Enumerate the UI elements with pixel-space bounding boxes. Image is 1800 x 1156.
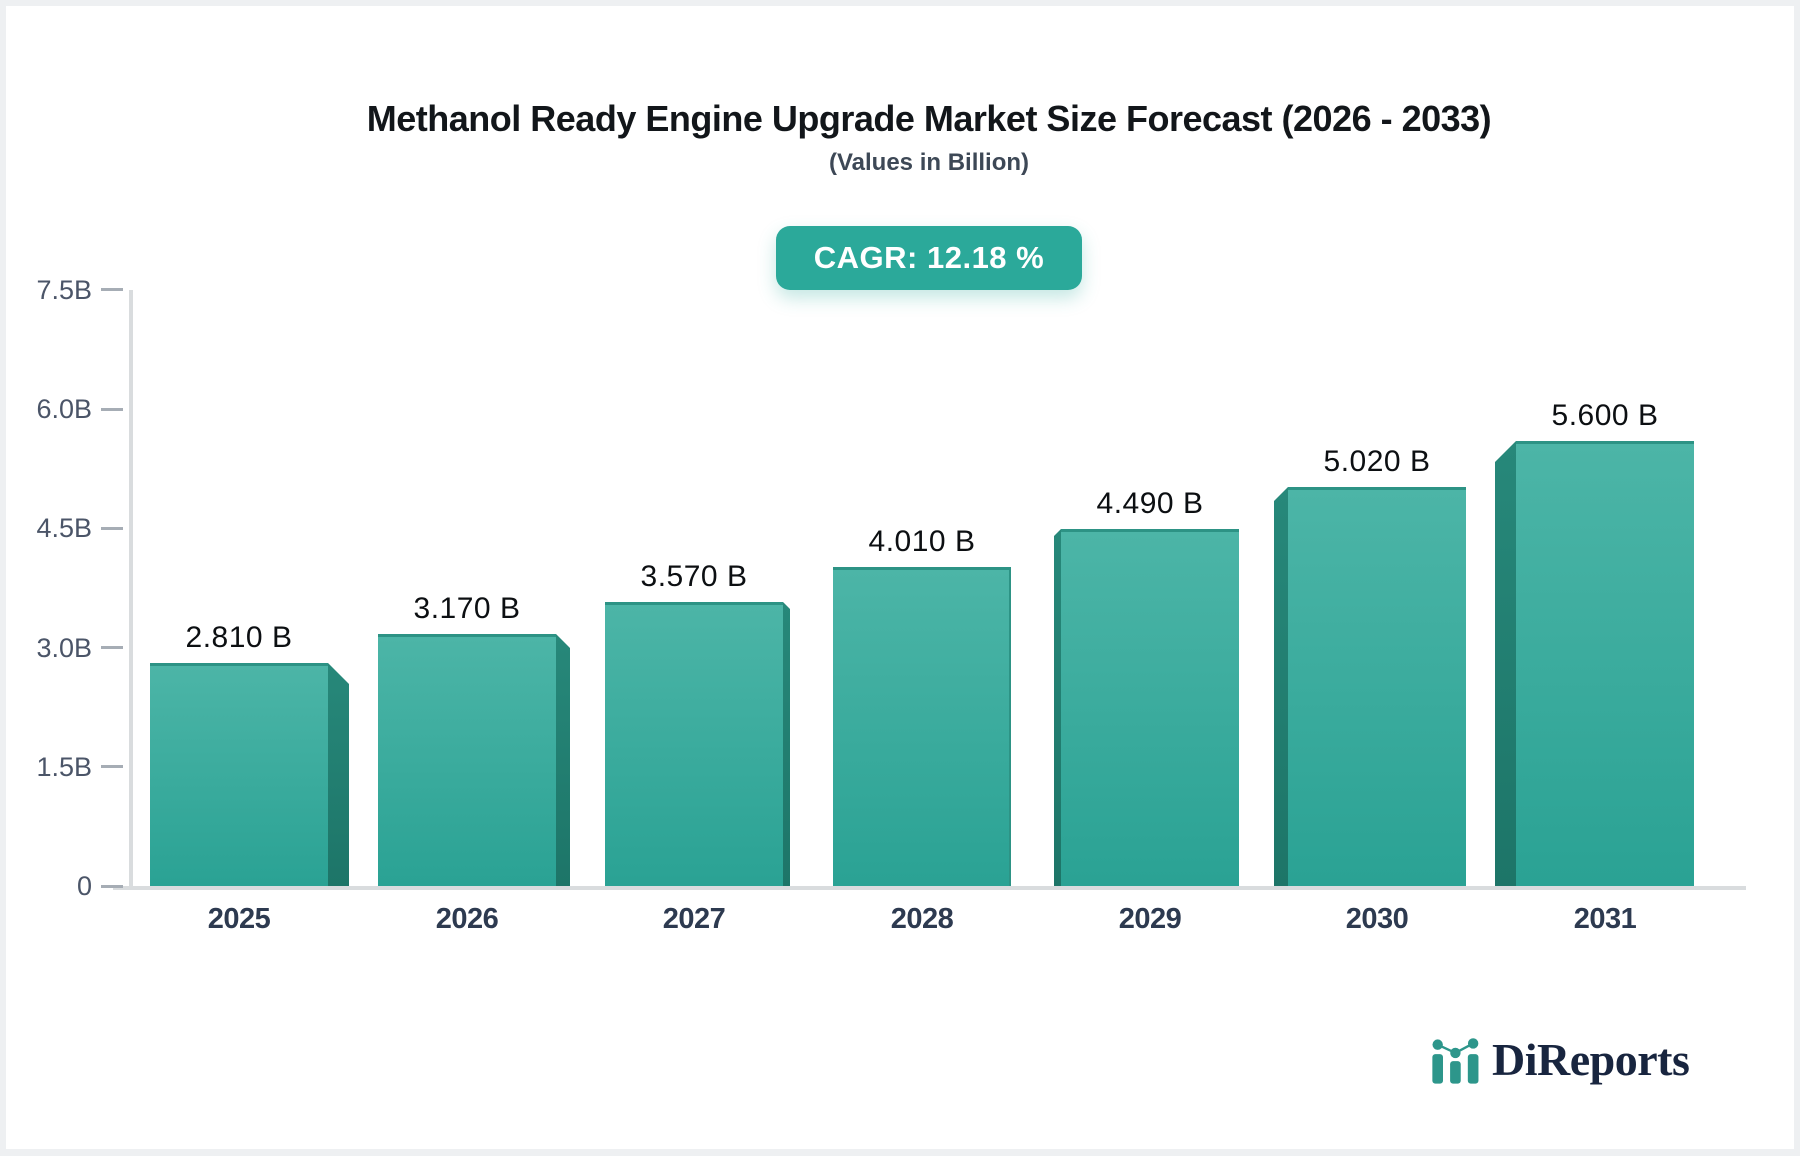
- bar-value-label: 5.020 B: [1323, 445, 1431, 478]
- y-tick-label: 0: [76, 871, 92, 901]
- y-tick-dash: [101, 884, 123, 888]
- bar-value-label: 4.010 B: [868, 525, 976, 558]
- y-tick-label: 1.5B: [36, 751, 92, 782]
- bar-value-label: 4.490 B: [1096, 487, 1204, 520]
- y-tick-dash: [101, 288, 123, 292]
- x-axis-label: 2026: [435, 903, 499, 935]
- bar-value-label: 2.810 B: [185, 621, 293, 654]
- x-axis-label: 2031: [1573, 903, 1637, 935]
- y-tick-dash: [101, 407, 123, 411]
- y-tick-label: 3.0B: [36, 632, 92, 663]
- y-tick-label: 7.5B: [36, 274, 92, 305]
- bar: [833, 567, 1011, 886]
- y-tick-label: 6.0B: [36, 394, 92, 425]
- y-tick-label: 4.5B: [36, 513, 92, 544]
- mini-bar-chart-icon: [1432, 1038, 1479, 1084]
- bar-value-label: 3.170 B: [413, 592, 521, 625]
- bar: [605, 602, 783, 886]
- x-axis-label: 2025: [207, 903, 271, 935]
- bar-side-face: [783, 602, 790, 886]
- bar-value-label: 5.600 B: [1551, 399, 1659, 432]
- bar: [1061, 529, 1239, 886]
- y-axis-line: [129, 290, 133, 890]
- bar-side-face: [1054, 529, 1061, 886]
- y-tick-dash: [101, 646, 123, 650]
- x-axis-line: [113, 886, 1746, 890]
- brand-logo: DiReports: [1430, 1034, 1690, 1085]
- x-axis-label: 2029: [1118, 903, 1182, 935]
- bar: [378, 634, 556, 886]
- bar-side-face: [556, 634, 570, 886]
- bar-value-label: 3.570 B: [640, 560, 748, 593]
- chart-header: Methanol Ready Engine Upgrade Market Siz…: [0, 0, 1800, 290]
- y-tick-dash: [101, 765, 123, 769]
- bar-side-face: [1274, 487, 1288, 886]
- x-axis-label: 2028: [890, 903, 954, 935]
- x-axis-label: 2027: [662, 903, 726, 935]
- page-subtitle: (Values in Billion): [828, 149, 1030, 176]
- y-tick-dash: [101, 526, 123, 530]
- cagr-badge: CAGR: 12.18 %: [775, 226, 1083, 290]
- bar-side-face: [328, 663, 349, 886]
- bar: [150, 663, 328, 886]
- bar: [1516, 441, 1694, 886]
- x-axis-label: 2030: [1345, 903, 1409, 935]
- page-title: Methanol Ready Engine Upgrade Market Siz…: [366, 98, 1492, 139]
- bar-side-face: [1495, 441, 1516, 886]
- brand-name: DiReports: [1492, 1034, 1690, 1085]
- bar: [1288, 487, 1466, 886]
